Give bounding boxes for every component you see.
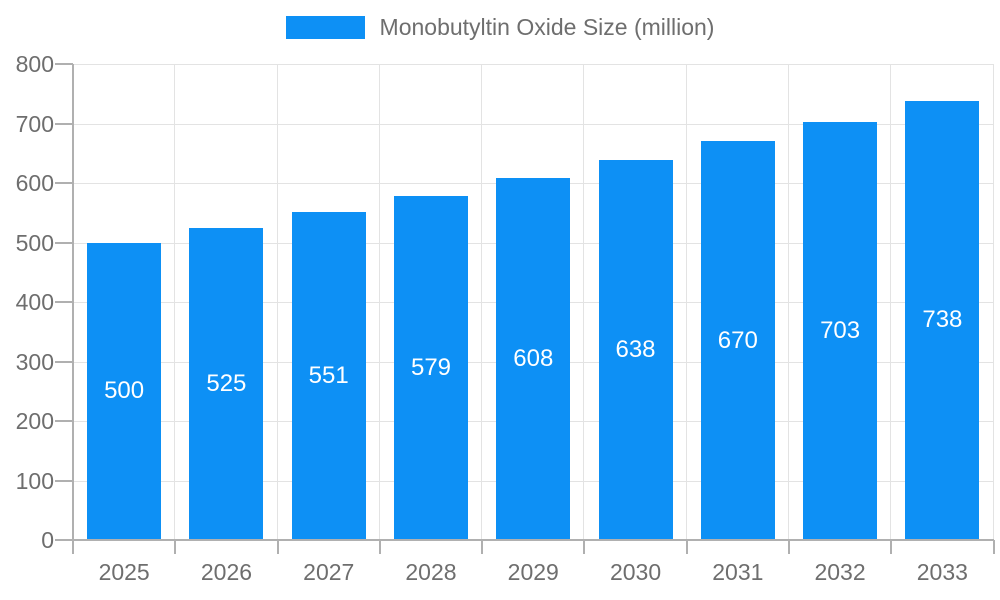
x-tick-label: 2030	[609, 559, 662, 585]
bar-value-label: 638	[615, 336, 656, 364]
x-tick-label: 2027	[303, 559, 355, 585]
bar[interactable]: 551	[291, 212, 366, 540]
y-axis-tick	[55, 182, 73, 184]
x-axis-tick	[787, 540, 790, 554]
bar-value-label: 579	[410, 353, 452, 381]
x-tick-label: 2029	[507, 559, 559, 585]
bar[interactable]: 703	[803, 121, 878, 540]
x-axis-tick	[583, 540, 586, 554]
gridline-vertical	[992, 64, 994, 540]
bar-value-label: 670	[717, 326, 758, 354]
x-axis-line	[72, 539, 994, 541]
y-tick-label: 400	[15, 289, 54, 315]
gridline-vertical	[890, 64, 892, 540]
x-axis-tick	[174, 540, 177, 554]
plot-area: 500 525 551 579 608 638 670 703 738	[73, 64, 994, 540]
bar[interactable]: 608	[496, 178, 571, 540]
y-tick-label: 700	[15, 110, 54, 137]
y-tick-label: 500	[15, 229, 54, 256]
bar-value-label: 738	[922, 306, 963, 334]
bar-value-label: 703	[820, 316, 861, 344]
x-axis-tick	[890, 540, 893, 554]
y-tick-label: 100	[15, 467, 54, 494]
y-axis-line	[71, 64, 74, 540]
bar[interactable]: 738	[905, 100, 980, 540]
x-tick-label: 2032	[814, 559, 866, 585]
gridline-vertical	[685, 64, 687, 540]
legend-label: Monobutyltin Oxide Size (million)	[379, 14, 715, 40]
y-axis-tick	[55, 122, 73, 125]
bar-value-label: 551	[308, 362, 349, 390]
x-axis-tick	[481, 540, 484, 554]
y-tick-label: 600	[15, 170, 54, 196]
x-axis-tick	[72, 540, 74, 554]
y-axis-tick	[55, 241, 73, 244]
x-tick-label: 2033	[916, 559, 968, 585]
bar-value-label: 608	[513, 345, 554, 373]
x-tick-label: 2025	[98, 559, 150, 585]
x-tick-label: 2028	[405, 559, 457, 585]
x-tick-label: 2031	[712, 559, 764, 585]
y-tick-label: 200	[15, 408, 54, 434]
bar[interactable]: 579	[394, 195, 468, 540]
bar[interactable]: 670	[700, 141, 775, 540]
gridline-vertical	[583, 64, 585, 540]
y-tick-label: 0	[41, 527, 54, 553]
y-axis-tick	[55, 420, 73, 422]
bar[interactable]: 500	[87, 242, 162, 540]
gridline-vertical	[481, 64, 483, 540]
bar-value-label: 525	[206, 369, 247, 397]
legend[interactable]: Monobutyltin Oxide Size (million)	[0, 14, 1000, 41]
x-tick-label: 2026	[200, 559, 253, 585]
y-axis-tick	[55, 63, 73, 65]
gridline-vertical	[174, 64, 176, 540]
y-tick-label: 800	[15, 51, 54, 77]
x-axis-tick	[378, 540, 381, 554]
x-axis-tick	[276, 540, 279, 554]
y-axis-tick	[55, 301, 73, 303]
y-tick-label: 300	[15, 348, 54, 375]
y-axis-tick	[55, 360, 73, 363]
gridline-vertical	[276, 64, 278, 540]
gridline-horizontal	[73, 64, 994, 65]
x-axis-tick	[685, 540, 688, 554]
gridline-vertical	[787, 64, 789, 540]
gridline-horizontal	[73, 123, 994, 125]
y-axis-tick	[55, 479, 73, 482]
bar-value-label: 500	[104, 377, 145, 405]
gridline-vertical	[378, 64, 380, 540]
x-axis-tick	[992, 540, 995, 554]
y-axis-tick	[55, 539, 73, 541]
bar[interactable]: 525	[189, 227, 264, 540]
legend-swatch	[285, 16, 365, 39]
bar[interactable]: 638	[598, 160, 673, 540]
